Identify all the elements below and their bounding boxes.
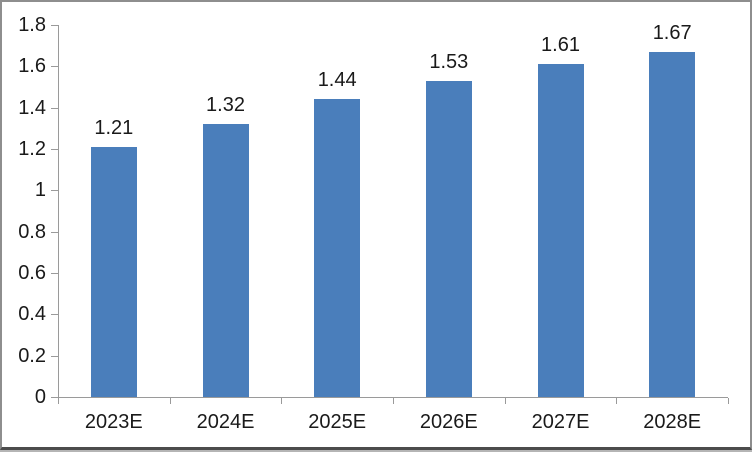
x-axis-tick — [169, 398, 171, 404]
bar-value-label: 1.44 — [317, 69, 357, 92]
bar-2026E — [425, 80, 472, 397]
y-axis-tick — [51, 397, 58, 398]
y-axis-line — [58, 25, 59, 403]
x-axis-tick — [616, 398, 618, 404]
y-axis-tick — [51, 231, 58, 233]
y-axis-tick-label: 1.2 — [18, 138, 46, 160]
y-axis-tick-label: 0.8 — [18, 220, 46, 243]
x-axis-tick — [393, 398, 394, 404]
x-axis-category-label: 2025E — [308, 411, 367, 433]
x-axis-tick — [728, 398, 729, 404]
y-axis-tick — [51, 25, 58, 26]
y-axis-tick — [51, 273, 58, 274]
x-axis-category-label: 2026E — [419, 411, 478, 433]
bar-2028E — [649, 51, 696, 397]
bar-value-label: 1.32 — [206, 94, 245, 117]
y-axis-tick-label: 1.4 — [18, 96, 46, 119]
y-axis-tick-label: 1 — [34, 179, 46, 202]
x-axis-tick — [58, 398, 59, 404]
y-axis-tick-label: 0.2 — [18, 344, 46, 367]
bar-2024E — [202, 124, 249, 397]
y-axis-tick-label: 1.8 — [18, 14, 46, 36]
bar-value-label: 1.67 — [652, 21, 692, 44]
y-axis-tick-label: 1.6 — [18, 55, 46, 78]
x-axis-tick — [504, 398, 506, 404]
bar-value-label: 1.21 — [94, 116, 134, 139]
x-axis-category-label: 2023E — [84, 411, 143, 433]
y-axis-tick — [51, 66, 58, 68]
x-axis-tick — [281, 398, 283, 404]
y-axis-tick — [51, 107, 58, 109]
bar-value-label: 1.53 — [429, 50, 469, 73]
bar-2025E — [314, 99, 361, 397]
y-axis-tick-label: 0 — [34, 386, 46, 408]
x-axis-category-label: 2028E — [643, 411, 702, 433]
bar-chart: 0 0.2 0.4 0.6 0.8 1 1.2 1.4 1.6 1.8 1.21 2023E 1.32 2… — [2, 2, 750, 447]
y-axis-tick-label: 0.6 — [18, 262, 46, 284]
x-axis-category-label: 2027E — [531, 411, 590, 433]
y-axis-tick — [51, 355, 58, 357]
x-axis-category-label: 2024E — [196, 411, 255, 433]
x-axis-line — [58, 397, 728, 398]
y-axis-tick — [51, 190, 58, 192]
y-axis-tick — [51, 314, 58, 316]
y-axis-tick-label: 0.4 — [18, 303, 46, 326]
bar-2023E — [90, 146, 137, 397]
y-axis-tick — [51, 149, 58, 150]
bar-2027E — [537, 64, 584, 397]
bar-value-label: 1.61 — [541, 34, 580, 57]
